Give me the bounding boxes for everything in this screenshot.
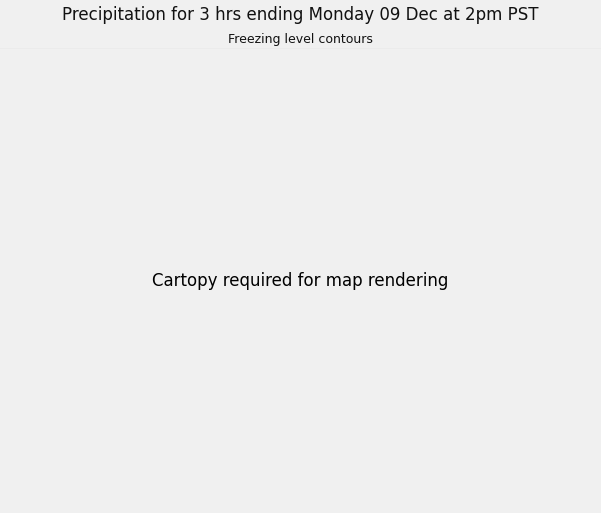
Text: Precipitation for 3 hrs ending Monday 09 Dec at 2pm PST: Precipitation for 3 hrs ending Monday 09… [63, 6, 538, 24]
Text: Cartopy required for map rendering: Cartopy required for map rendering [152, 272, 449, 290]
Text: Freezing level contours: Freezing level contours [228, 33, 373, 47]
